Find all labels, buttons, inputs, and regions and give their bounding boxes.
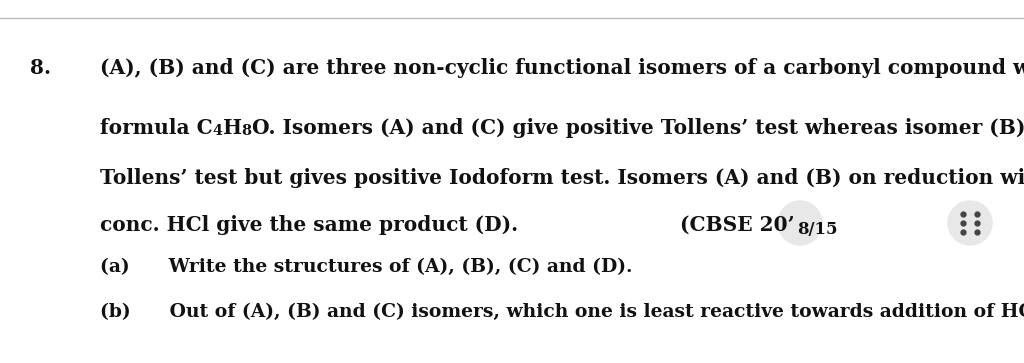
Text: (b)      Out of (A), (B) and (C) isomers, which one is least reactive towards ad: (b) Out of (A), (B) and (C) isomers, whi… [100, 303, 1024, 321]
Text: 4: 4 [213, 124, 222, 138]
Text: Tollens’ test but gives positive Iodoform test. Isomers (A) and (B) on reduction: Tollens’ test but gives positive Iodofor… [100, 168, 1024, 188]
Text: (A), (B) and (C) are three non-cyclic functional isomers of a carbonyl compound : (A), (B) and (C) are three non-cyclic fu… [100, 58, 1024, 78]
Text: O. Isomers (A) and (C) give positive Tollens’ test whereas isomer (B) does not g: O. Isomers (A) and (C) give positive Tol… [252, 118, 1024, 138]
Text: 8/15: 8/15 [797, 221, 838, 238]
Text: (CBSE 20’: (CBSE 20’ [680, 215, 795, 235]
Circle shape [948, 201, 992, 245]
Text: formula C: formula C [100, 118, 213, 138]
Text: 8.: 8. [30, 58, 51, 78]
Text: conc. HCl give the same product (D).: conc. HCl give the same product (D). [100, 215, 518, 235]
Text: H: H [222, 118, 242, 138]
Text: 8: 8 [242, 124, 252, 138]
Text: (a)      Write the structures of (A), (B), (C) and (D).: (a) Write the structures of (A), (B), (C… [100, 258, 633, 276]
Circle shape [778, 201, 822, 245]
